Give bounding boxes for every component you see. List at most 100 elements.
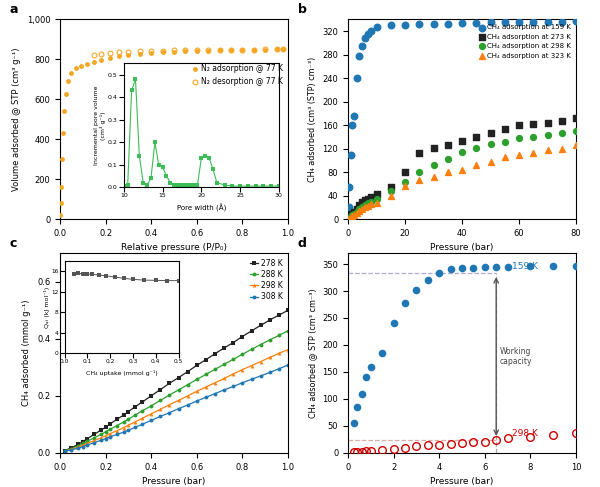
298 K (284, 347, 292, 353)
Text: 298 K: 298 K (512, 429, 538, 438)
298 K (79, 442, 86, 448)
298 K (139, 415, 146, 421)
CH₄ adsorption at 159 K (344, 204, 353, 211)
CH₄ adsorption at 298 K (557, 130, 566, 137)
N₂ desorption @ 77 K (159, 48, 166, 54)
CH₄ adsorption at 273 K (514, 121, 524, 129)
278 K (97, 427, 104, 433)
CH₄ adsorption at 323 K (366, 200, 376, 208)
308 K (79, 444, 86, 450)
CH₄ adsorption at 273 K (529, 120, 538, 128)
CH₄ adsorption at 323 K (472, 161, 481, 169)
N₂ adsorption @ 77 K (262, 47, 269, 53)
278 K (91, 431, 98, 437)
288 K (184, 382, 191, 388)
N₂ desorption @ 77 K (280, 46, 287, 52)
288 K (257, 341, 264, 347)
Line: 308 K: 308 K (62, 363, 290, 453)
N₂ adsorption @ 77 K (116, 54, 123, 59)
N₂ desorption @ 77 K (97, 51, 104, 57)
308 K (193, 398, 200, 404)
278 K (230, 339, 237, 345)
CH₄ adsorption at 323 K (372, 199, 382, 206)
Text: 159 K: 159 K (512, 262, 538, 271)
CH₄ adsorption at 323 K (428, 173, 438, 181)
308 K (211, 391, 218, 396)
308 K (284, 362, 292, 368)
308 K (248, 376, 255, 382)
CH₄ adsorption at 323 K (571, 141, 581, 149)
N₂ adsorption @ 77 K (125, 52, 132, 58)
288 K (139, 408, 146, 414)
CH₄ adsorption at 273 K (352, 205, 361, 212)
CH₄ adsorption at 159 K (347, 121, 357, 129)
CH₄ adsorption at 273 K (500, 125, 509, 133)
N₂ desorption @ 77 K (193, 47, 200, 53)
N₂ adsorption @ 77 K (205, 48, 212, 54)
N₂ adsorption @ 77 K (148, 50, 155, 56)
Y-axis label: CH₄ adsorbed @ STP (cm³ cm⁻³): CH₄ adsorbed @ STP (cm³ cm⁻³) (308, 288, 317, 418)
CH₄ adsorption at 298 K (366, 198, 376, 206)
CH₄ adsorption at 159 K (346, 150, 356, 158)
N₂ adsorption @ 77 K (193, 48, 200, 54)
N₂ desorption @ 77 K (125, 49, 132, 55)
308 K (221, 387, 228, 393)
CH₄ adsorption at 273 K (344, 215, 353, 223)
298 K (68, 446, 75, 452)
288 K (120, 419, 127, 425)
298 K (97, 435, 104, 441)
278 K (113, 416, 121, 422)
CH₄ adsorption at 159 K (386, 21, 395, 29)
308 K (266, 370, 274, 375)
X-axis label: Relative pressure (P/P₀): Relative pressure (P/P₀) (121, 244, 227, 252)
288 K (221, 361, 228, 367)
288 K (125, 416, 132, 422)
N₂ adsorption @ 77 K (59, 131, 67, 136)
Text: Working
capacity: Working capacity (500, 347, 532, 366)
CH₄ adsorption at 273 K (571, 113, 581, 121)
CH₄ adsorption at 298 K (514, 134, 524, 142)
298 K (131, 419, 139, 425)
N₂ adsorption @ 77 K (68, 71, 75, 76)
288 K (166, 392, 173, 398)
Text: d: d (298, 237, 307, 250)
278 K (202, 356, 209, 362)
308 K (61, 449, 68, 454)
X-axis label: Pressure (bar): Pressure (bar) (430, 477, 494, 486)
308 K (120, 429, 127, 435)
CH₄ adsorption at 323 K (363, 202, 373, 209)
288 K (97, 431, 104, 437)
CH₄ adsorption at 273 K (344, 213, 354, 221)
288 K (131, 412, 139, 418)
N₂ adsorption @ 77 K (280, 46, 287, 52)
278 K (125, 409, 132, 414)
N₂ desorption @ 77 K (262, 47, 269, 53)
CH₄ adsorption at 273 K (415, 150, 424, 157)
278 K (284, 307, 292, 313)
308 K (91, 440, 98, 446)
Line: N₂ adsorption @ 77 K: N₂ adsorption @ 77 K (58, 47, 286, 218)
CH₄ adsorption at 298 K (543, 131, 553, 138)
CH₄ adsorption at 159 K (472, 19, 481, 27)
CH₄ adsorption at 298 K (352, 207, 361, 215)
CH₄ adsorption at 323 K (344, 215, 354, 223)
278 K (184, 369, 191, 375)
CH₄ adsorption at 298 K (457, 148, 467, 155)
288 K (102, 429, 109, 435)
288 K (107, 426, 114, 432)
298 K (120, 425, 127, 431)
CH₄ adsorption at 159 K (428, 19, 438, 27)
N₂ adsorption @ 77 K (58, 156, 65, 162)
CH₄ adsorption at 323 K (543, 146, 553, 154)
CH₄ adsorption at 159 K (349, 112, 359, 120)
278 K (74, 441, 82, 447)
308 K (97, 437, 104, 443)
CH₄ adsorption at 159 K (514, 19, 524, 26)
N₂ desorption @ 77 K (239, 47, 246, 53)
288 K (175, 387, 182, 393)
N₂ adsorption @ 77 K (239, 47, 246, 53)
308 K (157, 413, 164, 419)
N₂ adsorption @ 77 K (62, 92, 70, 97)
298 K (102, 433, 109, 439)
CH₄ adsorption at 273 K (386, 184, 395, 191)
